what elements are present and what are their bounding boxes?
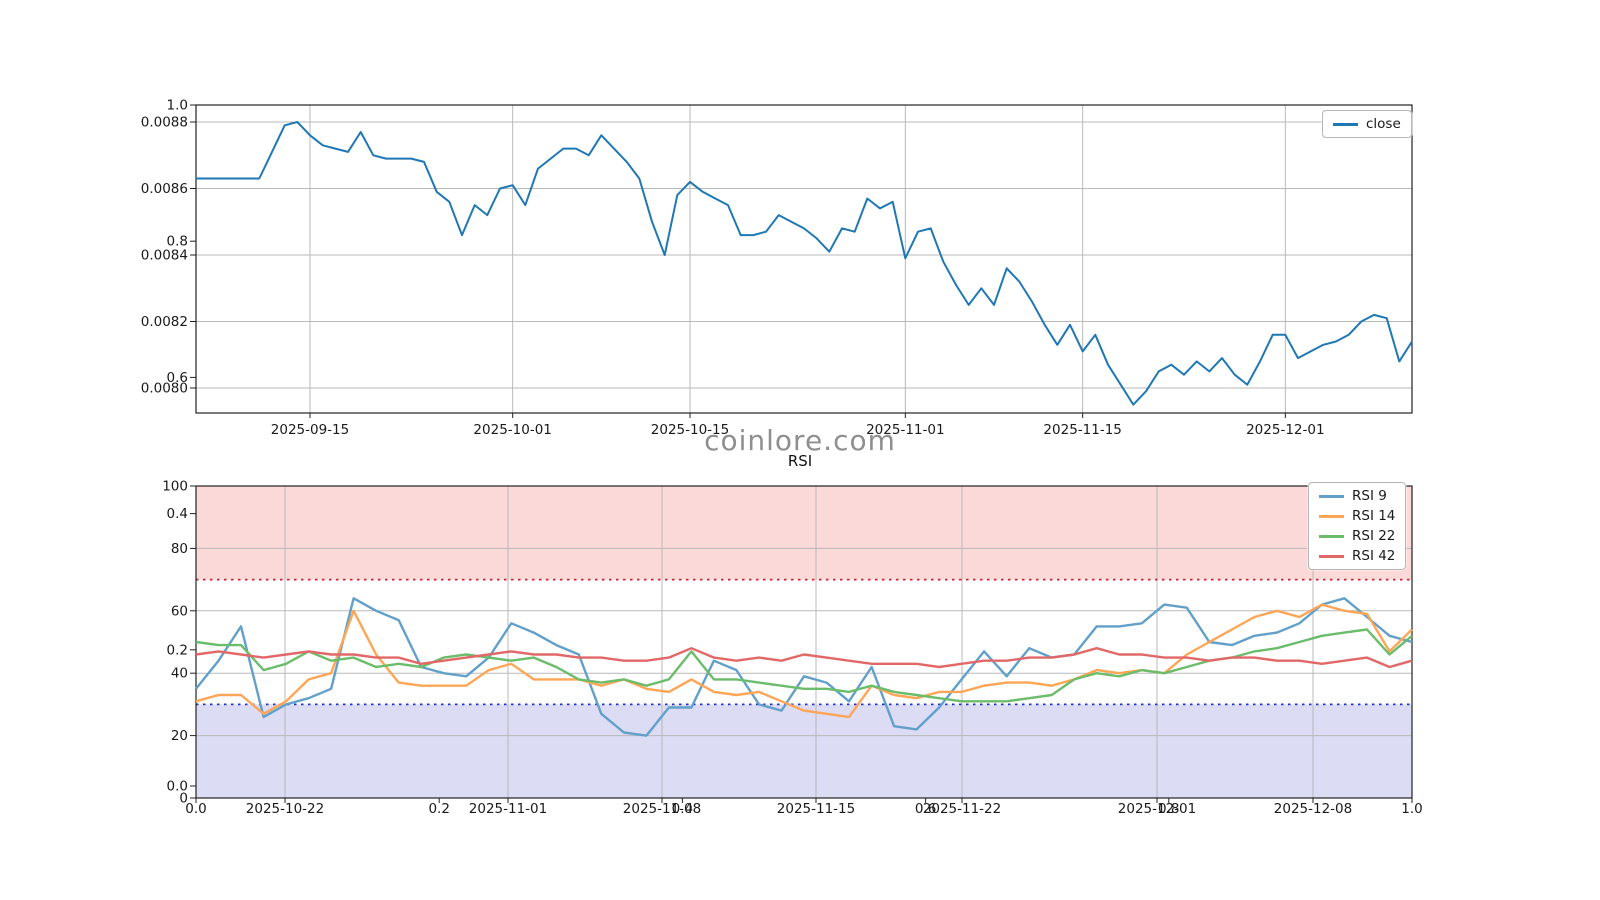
price-legend: close — [1322, 110, 1412, 138]
price-y-tick-label: 0.0088 — [141, 115, 188, 131]
price-y-tick-label: 0.0084 — [141, 248, 188, 264]
price-y-tick-label: 0.0082 — [141, 314, 188, 330]
price-x-tick-label: 2025-11-01 — [866, 422, 944, 438]
price-y-tick-label: 0.0080 — [141, 381, 188, 397]
overlay-x-tick-label: 0.8 — [1158, 801, 1179, 817]
rsi-14-line — [195, 603, 1413, 719]
overlay-y-tick-label: 0.0 — [167, 779, 188, 795]
rsi-x-tick-label: 2025-11-22 — [923, 801, 1001, 817]
rsi-x-tick-label: 2025-12-08 — [1274, 801, 1352, 817]
rsi-legend-item: RSI 42 — [1319, 548, 1395, 564]
rsi-legend: RSI 9 RSI 14 RSI 22 RSI 42 — [1308, 482, 1407, 570]
price-x-tick-label: 2025-10-15 — [651, 422, 729, 438]
price-x-tick-label: 2025-12-01 — [1246, 422, 1324, 438]
rsi-y-tick-label: 40 — [171, 666, 188, 682]
overlay-x-tick-label: 0.6 — [915, 801, 936, 817]
watermark: coinlore.com — [704, 424, 896, 457]
price-x-tick-label: 2025-10-01 — [473, 422, 551, 438]
rsi-legend-item: RSI 9 — [1319, 488, 1395, 504]
rsi-legend-item: RSI 22 — [1319, 528, 1395, 544]
legend-label-close: close — [1366, 116, 1401, 132]
price-x-tick-label: 2025-09-15 — [271, 422, 349, 438]
rsi-y-tick-label: 100 — [162, 479, 188, 495]
overlay-x-tick-label: 0.2 — [428, 801, 449, 817]
rsi-42-swatch — [1319, 554, 1344, 558]
overlay-y-tick-label: 1.0 — [167, 98, 188, 114]
legend-label-rsi-9: RSI 9 — [1352, 488, 1387, 504]
rsi-x-tick-label: 2025-10-22 — [246, 801, 324, 817]
rsi-x-tick-label: 2025-11-01 — [469, 801, 547, 817]
rsi-y-tick-label: 80 — [171, 541, 188, 557]
overbought-band — [196, 486, 1412, 580]
rsi-y-tick-label: 0 — [179, 791, 188, 807]
overlay-x-tick-label: 0.0 — [185, 801, 206, 817]
overlay-y-tick-label: 0.4 — [167, 506, 188, 522]
oversold-band — [196, 704, 1412, 798]
overlay-y-tick-label: 0.8 — [167, 234, 188, 250]
rsi-x-tick-label: 2025-12-01 — [1118, 801, 1196, 817]
rsi-y-tick-label: 60 — [171, 603, 188, 619]
legend-label-rsi-22: RSI 22 — [1352, 528, 1396, 544]
rsi-22-swatch — [1319, 534, 1344, 538]
overlay-x-tick-label: 0.4 — [672, 801, 693, 817]
price-axes-frame — [195, 104, 1413, 414]
close-line — [196, 121, 1413, 406]
rsi-14-swatch — [1319, 514, 1344, 518]
rsi-y-tick-label: 20 — [171, 728, 188, 744]
legend-label-rsi-42: RSI 42 — [1352, 548, 1396, 564]
rsi-42-line — [195, 647, 1413, 669]
rsi-x-tick-label: 2025-11-08 — [623, 801, 701, 817]
close-line-swatch — [1333, 122, 1358, 126]
overlay-y-tick-label: 0.2 — [167, 642, 188, 658]
overlay-x-tick-label: 1.0 — [1401, 801, 1422, 817]
rsi-legend-item: RSI 14 — [1319, 508, 1395, 524]
rsi-chart-title: RSI — [787, 452, 813, 470]
rsi-9-swatch — [1319, 494, 1344, 498]
price-x-tick-label: 2025-11-15 — [1043, 422, 1121, 438]
rsi-x-tick-label: 2025-11-15 — [777, 801, 855, 817]
overlay-y-tick-label: 0.6 — [167, 370, 188, 386]
legend-label-rsi-14: RSI 14 — [1352, 508, 1396, 524]
price-y-tick-label: 0.0086 — [141, 181, 188, 197]
rsi-22-line — [195, 628, 1413, 703]
